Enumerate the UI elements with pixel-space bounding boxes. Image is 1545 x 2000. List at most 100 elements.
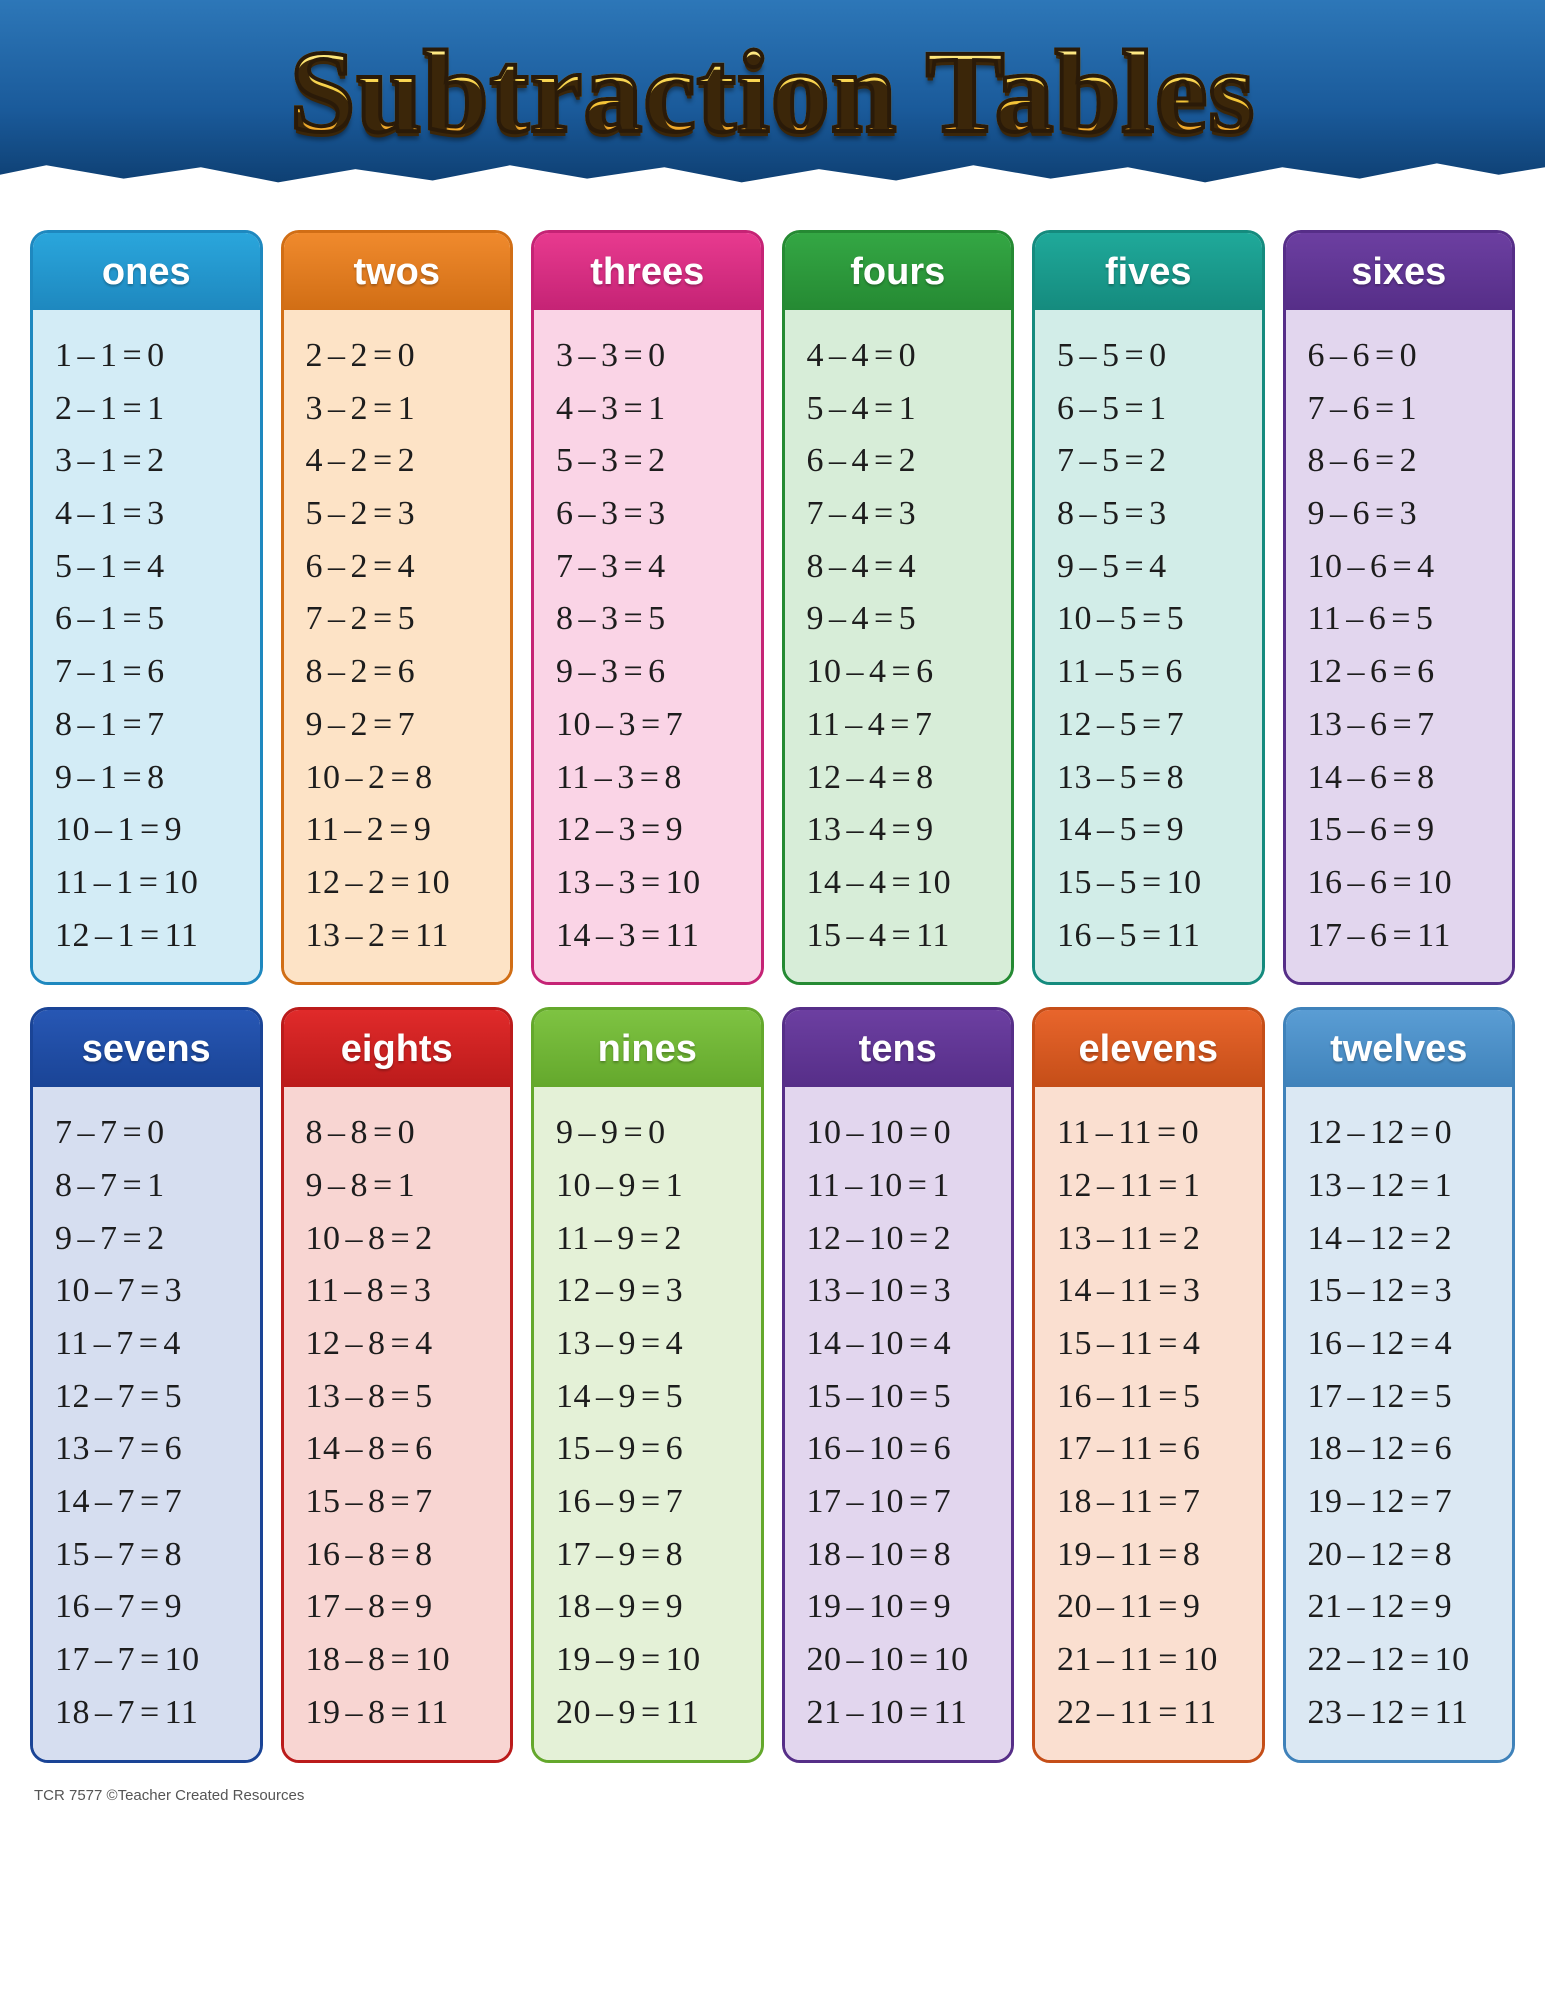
equation-row: 18 – 11 = 7 — [1057, 1476, 1252, 1529]
equation-row: 12 – 3 = 9 — [556, 804, 751, 857]
equation-row: 19 – 8 = 11 — [306, 1687, 501, 1740]
table-header: sixes — [1286, 233, 1513, 310]
equation-row: 19 – 12 = 7 — [1308, 1476, 1503, 1529]
equation-row: 15 – 4 = 11 — [807, 910, 1002, 963]
tables-grid: ones1 – 1 = 02 – 1 = 13 – 1 = 24 – 1 = 3… — [30, 230, 1515, 1763]
equation-row: 6 – 6 = 0 — [1308, 330, 1503, 383]
equation-row: 13 – 11 = 2 — [1057, 1213, 1252, 1266]
equation-row: 13 – 4 = 9 — [807, 804, 1002, 857]
equation-row: 10 – 3 = 7 — [556, 699, 751, 752]
equation-row: 10 – 9 = 1 — [556, 1160, 751, 1213]
page-title: Subtraction Tables — [290, 24, 1256, 160]
equation-row: 11 – 4 = 7 — [807, 699, 1002, 752]
equation-row: 3 – 3 = 0 — [556, 330, 751, 383]
equation-row: 16 – 6 = 10 — [1308, 857, 1503, 910]
equation-row: 20 – 10 = 10 — [807, 1634, 1002, 1687]
table-body: 3 – 3 = 04 – 3 = 15 – 3 = 26 – 3 = 37 – … — [534, 310, 761, 982]
equation-row: 21 – 11 = 10 — [1057, 1634, 1252, 1687]
equation-row: 4 – 4 = 0 — [807, 330, 1002, 383]
equation-row: 8 – 7 = 1 — [55, 1160, 250, 1213]
equation-row: 17 – 8 = 9 — [306, 1581, 501, 1634]
equation-row: 13 – 12 = 1 — [1308, 1160, 1503, 1213]
equation-row: 9 – 9 = 0 — [556, 1107, 751, 1160]
equation-row: 7 – 4 = 3 — [807, 488, 1002, 541]
equation-row: 8 – 3 = 5 — [556, 593, 751, 646]
equation-row: 11 – 2 = 9 — [306, 804, 501, 857]
table-body: 6 – 6 = 07 – 6 = 18 – 6 = 29 – 6 = 310 –… — [1286, 310, 1513, 982]
equation-row: 17 – 10 = 7 — [807, 1476, 1002, 1529]
equation-row: 17 – 11 = 6 — [1057, 1423, 1252, 1476]
equation-row: 14 – 11 = 3 — [1057, 1265, 1252, 1318]
equation-row: 12 – 6 = 6 — [1308, 646, 1503, 699]
equation-row: 13 – 10 = 3 — [807, 1265, 1002, 1318]
table-body: 8 – 8 = 09 – 8 = 110 – 8 = 211 – 8 = 312… — [284, 1087, 511, 1759]
equation-row: 9 – 2 = 7 — [306, 699, 501, 752]
table-card-elevens: elevens11 – 11 = 012 – 11 = 113 – 11 = 2… — [1032, 1007, 1265, 1762]
equation-row: 6 – 3 = 3 — [556, 488, 751, 541]
equation-row: 20 – 12 = 8 — [1308, 1529, 1503, 1582]
equation-row: 16 – 9 = 7 — [556, 1476, 751, 1529]
equation-row: 10 – 6 = 4 — [1308, 541, 1503, 594]
table-card-threes: threes3 – 3 = 04 – 3 = 15 – 3 = 26 – 3 =… — [531, 230, 764, 985]
equation-row: 10 – 5 = 5 — [1057, 593, 1252, 646]
equation-row: 14 – 3 = 11 — [556, 910, 751, 963]
equation-row: 12 – 4 = 8 — [807, 752, 1002, 805]
equation-row: 19 – 11 = 8 — [1057, 1529, 1252, 1582]
equation-row: 7 – 6 = 1 — [1308, 383, 1503, 436]
equation-row: 17 – 7 = 10 — [55, 1634, 250, 1687]
equation-row: 9 – 4 = 5 — [807, 593, 1002, 646]
equation-row: 9 – 5 = 4 — [1057, 541, 1252, 594]
equation-row: 13 – 7 = 6 — [55, 1423, 250, 1476]
table-header: threes — [534, 233, 761, 310]
equation-row: 22 – 11 = 11 — [1057, 1687, 1252, 1740]
equation-row: 12 – 8 = 4 — [306, 1318, 501, 1371]
equation-row: 17 – 6 = 11 — [1308, 910, 1503, 963]
equation-row: 14 – 12 = 2 — [1308, 1213, 1503, 1266]
equation-row: 8 – 8 = 0 — [306, 1107, 501, 1160]
equation-row: 6 – 1 = 5 — [55, 593, 250, 646]
equation-row: 12 – 2 = 10 — [306, 857, 501, 910]
equation-row: 16 – 5 = 11 — [1057, 910, 1252, 963]
equation-row: 5 – 1 = 4 — [55, 541, 250, 594]
table-card-fours: fours4 – 4 = 05 – 4 = 16 – 4 = 27 – 4 = … — [782, 230, 1015, 985]
equation-row: 12 – 11 = 1 — [1057, 1160, 1252, 1213]
equation-row: 5 – 5 = 0 — [1057, 330, 1252, 383]
equation-row: 10 – 2 = 8 — [306, 752, 501, 805]
equation-row: 15 – 9 = 6 — [556, 1423, 751, 1476]
equation-row: 23 – 12 = 11 — [1308, 1687, 1503, 1740]
equation-row: 15 – 7 = 8 — [55, 1529, 250, 1582]
equation-row: 6 – 5 = 1 — [1057, 383, 1252, 436]
equation-row: 15 – 5 = 10 — [1057, 857, 1252, 910]
equation-row: 22 – 12 = 10 — [1308, 1634, 1503, 1687]
equation-row: 11 – 8 = 3 — [306, 1265, 501, 1318]
equation-row: 1 – 1 = 0 — [55, 330, 250, 383]
equation-row: 9 – 8 = 1 — [306, 1160, 501, 1213]
equation-row: 8 – 1 = 7 — [55, 699, 250, 752]
equation-row: 17 – 9 = 8 — [556, 1529, 751, 1582]
equation-row: 12 – 5 = 7 — [1057, 699, 1252, 752]
equation-row: 11 – 9 = 2 — [556, 1213, 751, 1266]
equation-row: 20 – 9 = 11 — [556, 1687, 751, 1740]
table-card-ones: ones1 – 1 = 02 – 1 = 13 – 1 = 24 – 1 = 3… — [30, 230, 263, 985]
equation-row: 3 – 2 = 1 — [306, 383, 501, 436]
table-body: 9 – 9 = 010 – 9 = 111 – 9 = 212 – 9 = 31… — [534, 1087, 761, 1759]
table-body: 4 – 4 = 05 – 4 = 16 – 4 = 27 – 4 = 38 – … — [785, 310, 1012, 982]
table-header: fours — [785, 233, 1012, 310]
equation-row: 18 – 12 = 6 — [1308, 1423, 1503, 1476]
equation-row: 6 – 2 = 4 — [306, 541, 501, 594]
equation-row: 21 – 12 = 9 — [1308, 1581, 1503, 1634]
equation-row: 7 – 1 = 6 — [55, 646, 250, 699]
equation-row: 9 – 1 = 8 — [55, 752, 250, 805]
equation-row: 16 – 8 = 8 — [306, 1529, 501, 1582]
table-header: eights — [284, 1010, 511, 1087]
equation-row: 13 – 8 = 5 — [306, 1371, 501, 1424]
equation-row: 15 – 8 = 7 — [306, 1476, 501, 1529]
equation-row: 4 – 1 = 3 — [55, 488, 250, 541]
equation-row: 21 – 10 = 11 — [807, 1687, 1002, 1740]
table-card-fives: fives5 – 5 = 06 – 5 = 17 – 5 = 28 – 5 = … — [1032, 230, 1265, 985]
equation-row: 8 – 2 = 6 — [306, 646, 501, 699]
table-header: elevens — [1035, 1010, 1262, 1087]
table-card-sixes: sixes6 – 6 = 07 – 6 = 18 – 6 = 29 – 6 = … — [1283, 230, 1516, 985]
equation-row: 9 – 3 = 6 — [556, 646, 751, 699]
table-body: 7 – 7 = 08 – 7 = 19 – 7 = 210 – 7 = 311 … — [33, 1087, 260, 1759]
